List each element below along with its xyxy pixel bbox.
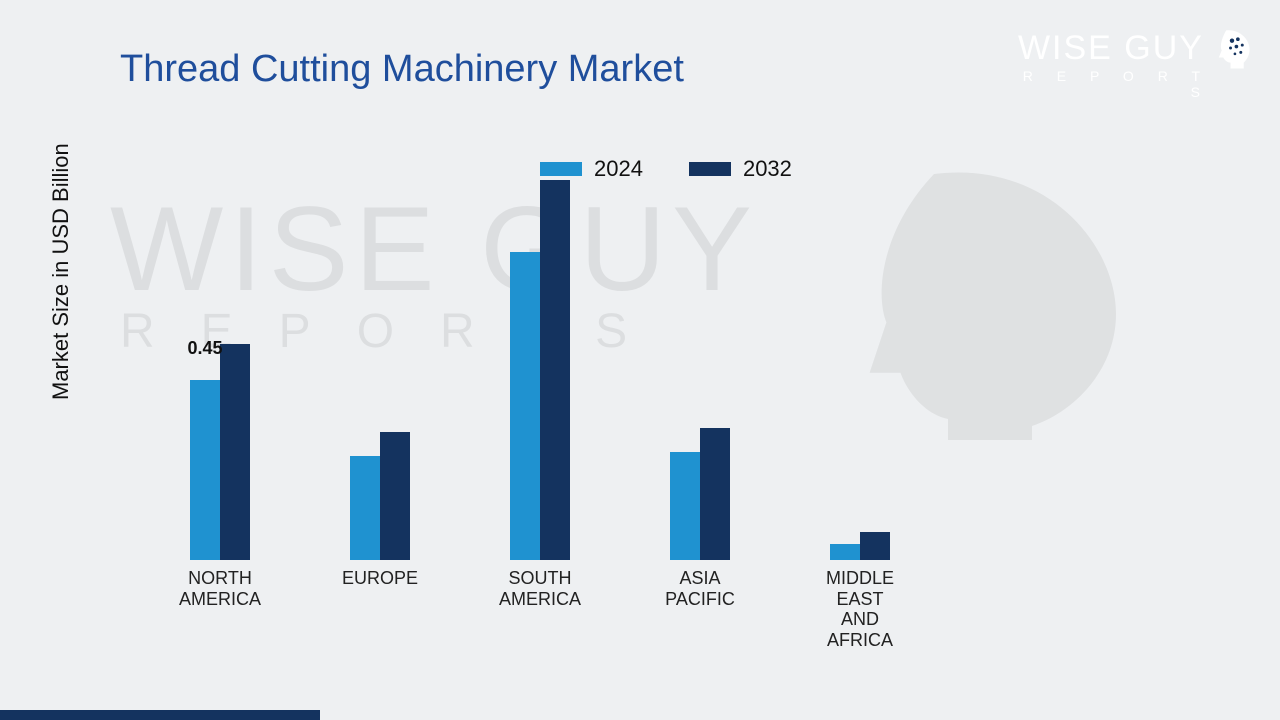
bar-series-2032 <box>540 180 570 560</box>
brand-logo: WISE GUY R E P O R T S <box>994 26 1254 100</box>
bar-series-2024 <box>190 380 220 560</box>
x-axis-label: MIDDLE EAST AND AFRICA <box>780 564 940 651</box>
x-axis-labels: NORTH AMERICAEUROPESOUTH AMERICAASIA PAC… <box>140 564 940 651</box>
bar-group <box>620 160 780 560</box>
bar-value-label: 0.45 <box>187 338 222 359</box>
x-axis-label: ASIA PACIFIC <box>620 564 780 651</box>
brand-line1: WISE GUY <box>1018 29 1204 68</box>
bar-series-2024 <box>670 452 700 560</box>
bar-group <box>780 160 940 560</box>
bar-group <box>460 160 620 560</box>
bar-group <box>300 160 460 560</box>
x-axis-label: SOUTH AMERICA <box>460 564 620 651</box>
plot-area: 0.45 <box>140 160 940 560</box>
x-axis-label: NORTH AMERICA <box>140 564 300 651</box>
y-axis-label: Market Size in USD Billion <box>48 143 74 400</box>
bar-series-2024 <box>350 456 380 560</box>
bar-series-2024 <box>510 252 540 560</box>
x-axis-label: EUROPE <box>300 564 460 651</box>
bar-series-2032 <box>220 344 250 560</box>
bar-series-2024 <box>830 544 860 560</box>
chart: Market Size in USD Billion 0.45 NORTH AM… <box>60 160 940 660</box>
brand-head-icon <box>1210 26 1254 70</box>
bar-series-2032 <box>380 432 410 560</box>
bar-series-2032 <box>700 428 730 560</box>
chart-title: Thread Cutting Machinery Market <box>120 48 684 91</box>
bottom-accent-bar <box>0 710 320 720</box>
bar-group: 0.45 <box>140 160 300 560</box>
bar-series-2032 <box>860 532 890 560</box>
brand-line2: R E P O R T S <box>994 68 1254 100</box>
bar-groups: 0.45 <box>140 160 940 560</box>
stage: WISE GUY R E P O R T S Thread Cutting Ma… <box>0 0 1280 720</box>
